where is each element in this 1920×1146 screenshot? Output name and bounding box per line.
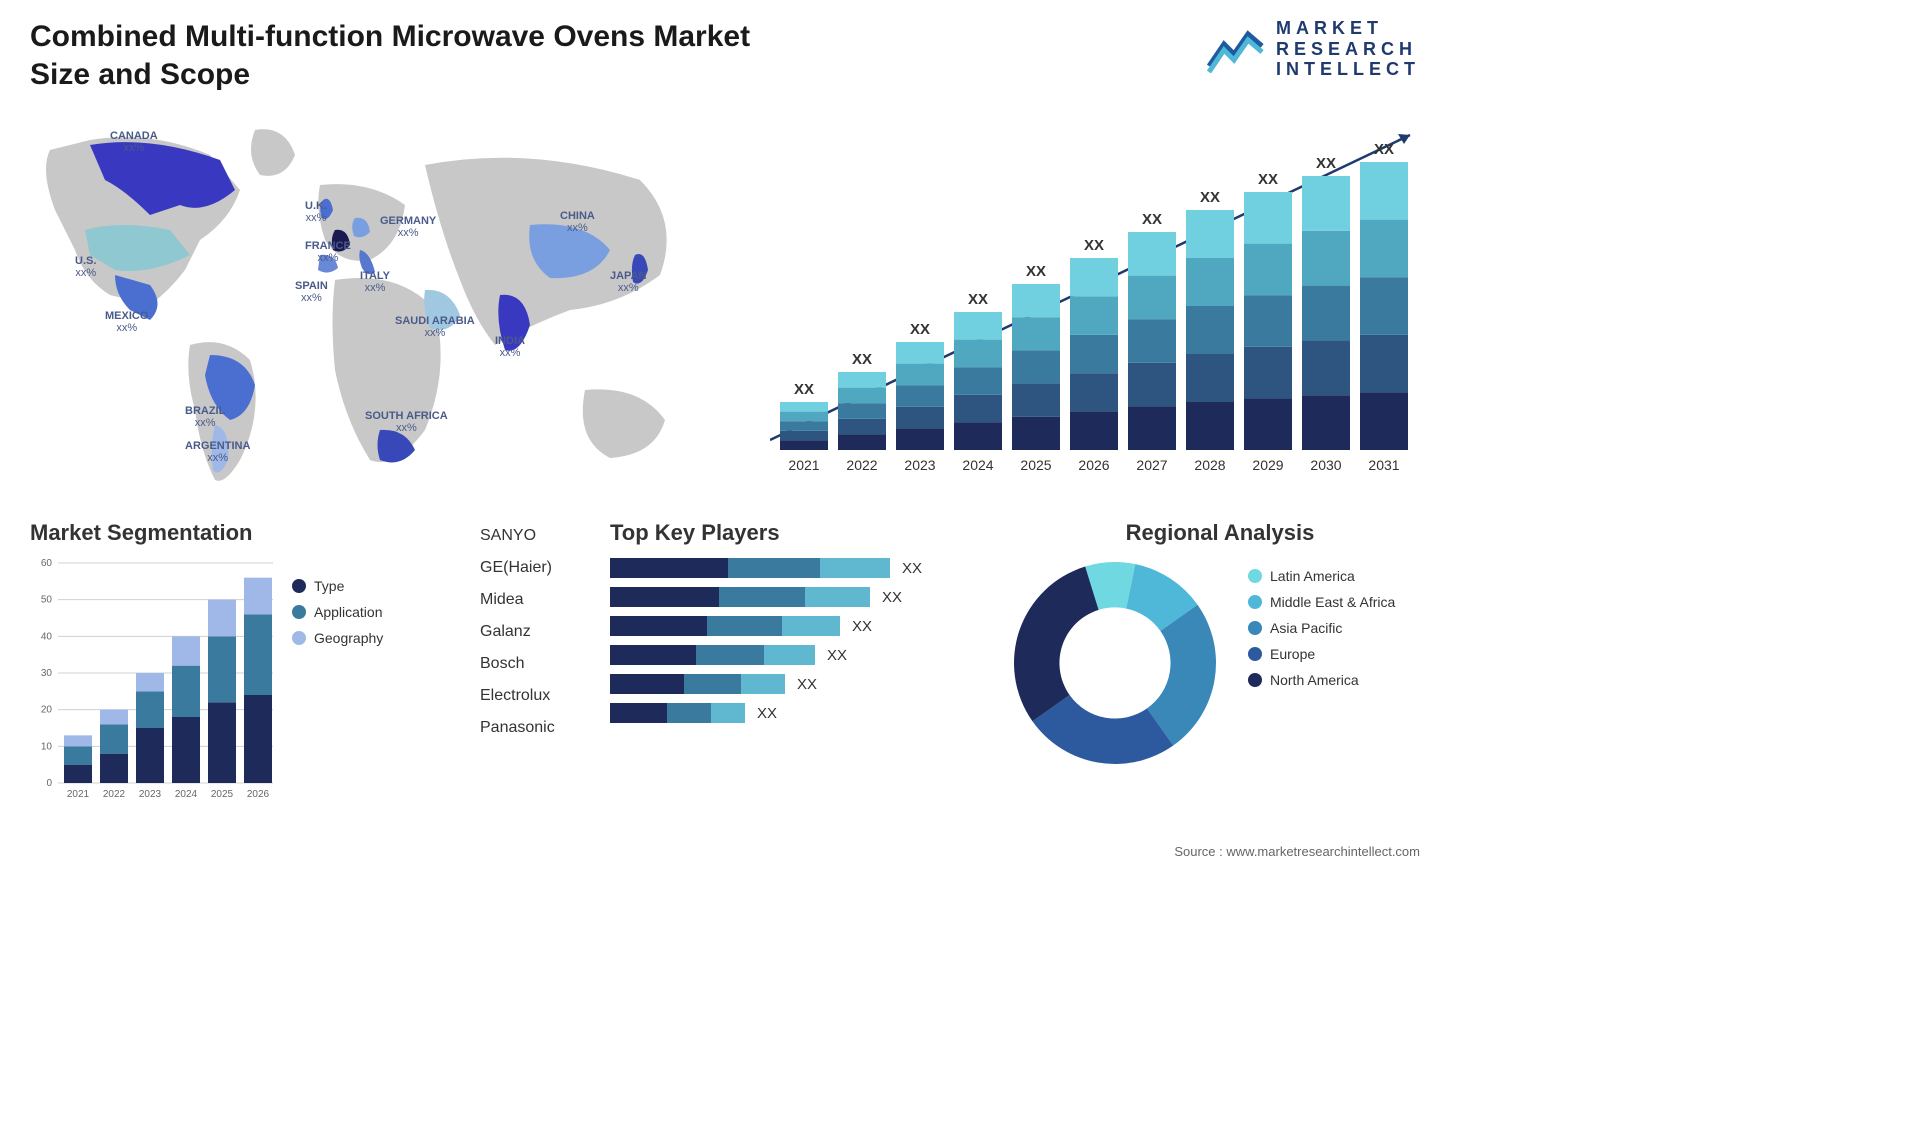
player-name: SANYO — [480, 520, 590, 552]
top-players-title: Top Key Players — [610, 520, 980, 546]
map-label: CANADAxx% — [110, 130, 158, 154]
svg-text:20: 20 — [41, 705, 53, 716]
map-label: CHINAxx% — [560, 210, 595, 234]
map-label: FRANCExx% — [305, 240, 351, 264]
svg-text:60: 60 — [41, 558, 53, 569]
legend-item: Latin America — [1248, 568, 1395, 584]
logo-line-3: INTELLECT — [1276, 59, 1420, 80]
map-label: SOUTH AFRICAxx% — [365, 410, 448, 434]
map-label: INDIAxx% — [495, 335, 525, 359]
logo-line-2: RESEARCH — [1276, 39, 1420, 60]
svg-text:XX: XX — [852, 351, 872, 368]
svg-text:2029: 2029 — [1252, 457, 1283, 473]
player-name: GE(Haier) — [480, 552, 590, 584]
player-bar-row: XX — [610, 703, 980, 723]
map-label: SPAINxx% — [295, 280, 328, 304]
svg-text:2028: 2028 — [1194, 457, 1225, 473]
svg-text:XX: XX — [968, 291, 988, 308]
svg-text:2030: 2030 — [1310, 457, 1341, 473]
svg-text:XX: XX — [1200, 189, 1220, 206]
segmentation-legend: Type Application Geography — [292, 558, 383, 813]
brand-logo: MARKET RESEARCH INTELLECT — [1206, 18, 1420, 80]
svg-text:2021: 2021 — [67, 789, 90, 800]
player-bar-row: XX — [610, 674, 980, 694]
svg-text:2026: 2026 — [247, 789, 270, 800]
svg-text:2024: 2024 — [175, 789, 198, 800]
regional-legend: Latin America Middle East & Africa Asia Pa… — [1248, 558, 1395, 698]
svg-text:XX: XX — [1026, 263, 1046, 280]
map-label: SAUDI ARABIAxx% — [395, 315, 475, 339]
map-label: MEXICOxx% — [105, 310, 148, 334]
top-key-players-section: Top Key Players XX XX XX XX XX XX — [610, 520, 980, 732]
growth-chart-svg: XX 2021 XX 2022 XX 2023 XX 2024 XX 2025 XX 2026 XX 20… — [770, 120, 1420, 480]
segmentation-chart-svg: 0 10 20 30 40 50 60 2021 2022 2023 2024 2025 2026 — [30, 558, 280, 808]
legend-item: Europe — [1248, 646, 1395, 662]
svg-text:2021: 2021 — [788, 457, 819, 473]
map-label: ARGENTINAxx% — [185, 440, 250, 464]
legend-item: Application — [292, 604, 383, 620]
svg-text:XX: XX — [1142, 211, 1162, 228]
svg-text:XX: XX — [794, 381, 814, 398]
legend-item: Type — [292, 578, 383, 594]
regional-analysis-section: Regional Analysis Latin America Middle Ea… — [1010, 520, 1430, 768]
svg-text:XX: XX — [1258, 171, 1278, 188]
legend-item: Middle East & Africa — [1248, 594, 1395, 610]
map-label: JAPANxx% — [610, 270, 646, 294]
players-list: SANYOGE(Haier)MideaGalanzBoschElectrolux… — [480, 520, 590, 744]
svg-text:2025: 2025 — [1020, 457, 1051, 473]
map-label: GERMANYxx% — [380, 215, 436, 239]
player-bar-row: XX — [610, 587, 980, 607]
player-name: Midea — [480, 584, 590, 616]
svg-text:2024: 2024 — [962, 457, 993, 473]
svg-text:40: 40 — [41, 631, 53, 642]
segmentation-title: Market Segmentation — [30, 520, 460, 546]
logo-icon — [1206, 24, 1266, 74]
player-name: Galanz — [480, 616, 590, 648]
svg-text:2023: 2023 — [139, 789, 162, 800]
map-label: U.S.xx% — [75, 255, 96, 279]
svg-text:XX: XX — [1374, 141, 1394, 158]
svg-text:XX: XX — [1084, 237, 1104, 254]
growth-bar-chart: XX 2021 XX 2022 XX 2023 XX 2024 XX 2025 XX 2026 XX 20… — [770, 120, 1420, 480]
player-bar-row: XX — [610, 645, 980, 665]
page-title: Combined Multi-function Microwave Ovens … — [30, 18, 810, 93]
player-bar-row: XX — [610, 616, 980, 636]
donut-chart-svg — [1010, 558, 1220, 768]
svg-text:0: 0 — [46, 778, 52, 789]
top-players-chart: XX XX XX XX XX XX — [610, 558, 980, 723]
map-label: BRAZILxx% — [185, 405, 225, 429]
logo-line-1: MARKET — [1276, 18, 1420, 39]
svg-text:10: 10 — [41, 741, 53, 752]
svg-text:50: 50 — [41, 595, 53, 606]
svg-text:2027: 2027 — [1136, 457, 1167, 473]
legend-item: Asia Pacific — [1248, 620, 1395, 636]
svg-text:2022: 2022 — [846, 457, 877, 473]
map-label: ITALYxx% — [360, 270, 390, 294]
source-attribution: Source : www.marketresearchintellect.com — [1174, 844, 1420, 859]
svg-text:2023: 2023 — [904, 457, 935, 473]
market-segmentation-section: Market Segmentation 0 10 20 30 40 50 60 2021 202… — [30, 520, 460, 813]
svg-text:2025: 2025 — [211, 789, 234, 800]
svg-text:XX: XX — [910, 321, 930, 338]
legend-item: North America — [1248, 672, 1395, 688]
map-label: U.K.xx% — [305, 200, 327, 224]
world-map: CANADAxx% U.S.xx% MEXICOxx% BRAZILxx% ARGENT… — [30, 110, 710, 490]
player-name: Bosch — [480, 648, 590, 680]
player-name: Panasonic — [480, 712, 590, 744]
svg-text:30: 30 — [41, 668, 53, 679]
legend-item: Geography — [292, 630, 383, 646]
svg-text:2022: 2022 — [103, 789, 126, 800]
regional-title: Regional Analysis — [1010, 520, 1430, 546]
player-name: Electrolux — [480, 680, 590, 712]
svg-text:2031: 2031 — [1368, 457, 1399, 473]
svg-text:XX: XX — [1316, 155, 1336, 172]
svg-text:2026: 2026 — [1078, 457, 1109, 473]
player-bar-row: XX — [610, 558, 980, 578]
